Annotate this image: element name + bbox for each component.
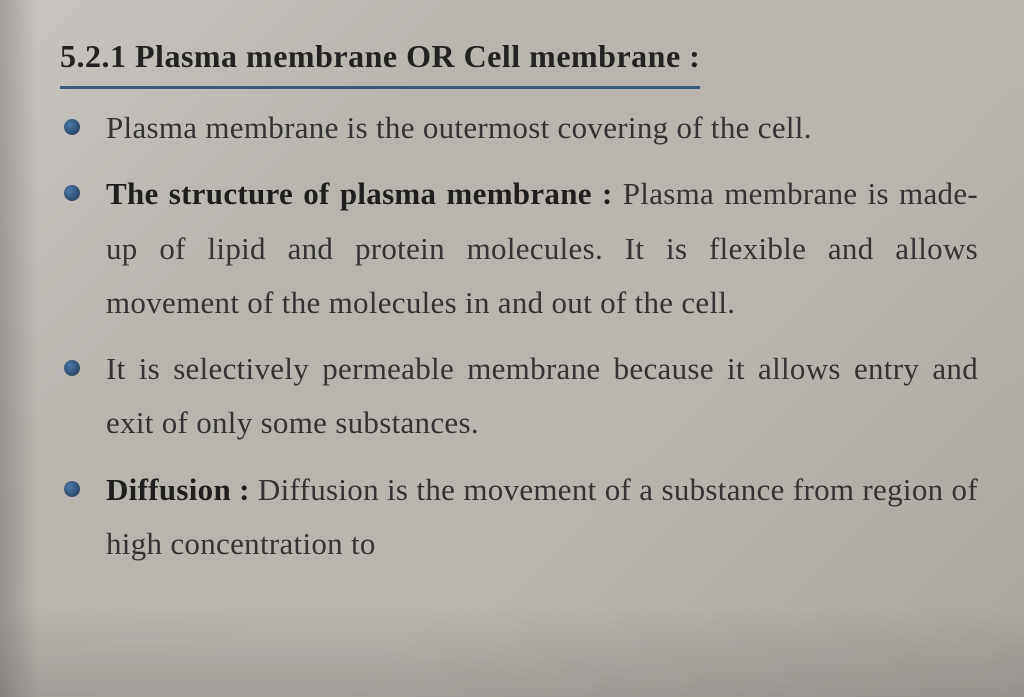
list-item: Plasma membrane is the outermost coverin… (60, 101, 978, 155)
section-heading: 5.2.1 Plasma membrane OR Cell membrane : (60, 28, 978, 101)
list-item: The structure of plasma membrane : Plasm… (60, 167, 978, 330)
item-prefix: The structure of plasma membrane : (106, 176, 613, 211)
item-text: Plasma membrane is the outermost coverin… (106, 110, 812, 145)
heading-title: Plasma membrane OR Cell membrane : (135, 38, 700, 74)
item-text: It is selectively permeable membrane bec… (106, 351, 978, 440)
page-bottom-shadow (0, 607, 1024, 697)
page-left-shadow (0, 0, 38, 697)
heading-number: 5.2.1 (60, 38, 127, 74)
list-item: It is selectively permeable membrane bec… (60, 342, 978, 451)
list-item: Diffusion : Diffusion is the movement of… (60, 463, 978, 572)
item-prefix: Diffusion : (106, 472, 250, 507)
bullet-list: Plasma membrane is the outermost coverin… (60, 101, 978, 571)
